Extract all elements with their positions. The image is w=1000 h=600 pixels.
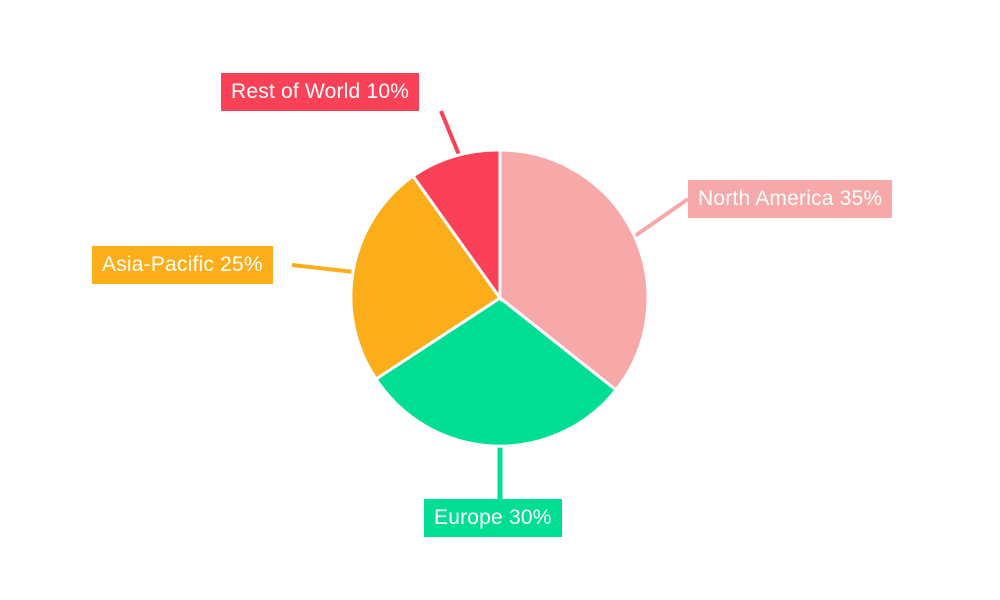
pie-label-rest-of-world[interactable]: Rest of World 10% — [221, 73, 420, 111]
pie-slice-asia-pacific[interactable] — [349, 173, 503, 382]
leader-line-north-america — [630, 197, 690, 240]
pie-label-europe[interactable]: Europe 30% — [424, 499, 562, 537]
pie-label-north-america[interactable]: North America 35% — [688, 180, 893, 218]
pie-label-north-america-text: North America 35% — [698, 187, 883, 210]
leader-lines — [291, 110, 690, 499]
pie-slices — [349, 148, 650, 448]
leader-line-asia-pacific — [291, 263, 355, 274]
pie-label-asia-pacific[interactable]: Asia-Pacific 25% — [92, 246, 273, 284]
pie-label-europe-text: Europe 30% — [434, 506, 552, 529]
pie-slice-europe[interactable] — [373, 296, 619, 448]
pie-slice-rest-of-world[interactable] — [410, 148, 502, 303]
pie-label-rest-of-world-text: Rest of World 10% — [231, 80, 410, 103]
pie-label-asia-pacific-text: Asia-Pacific 25% — [102, 253, 263, 276]
pie-slice-north-america[interactable] — [498, 148, 650, 393]
